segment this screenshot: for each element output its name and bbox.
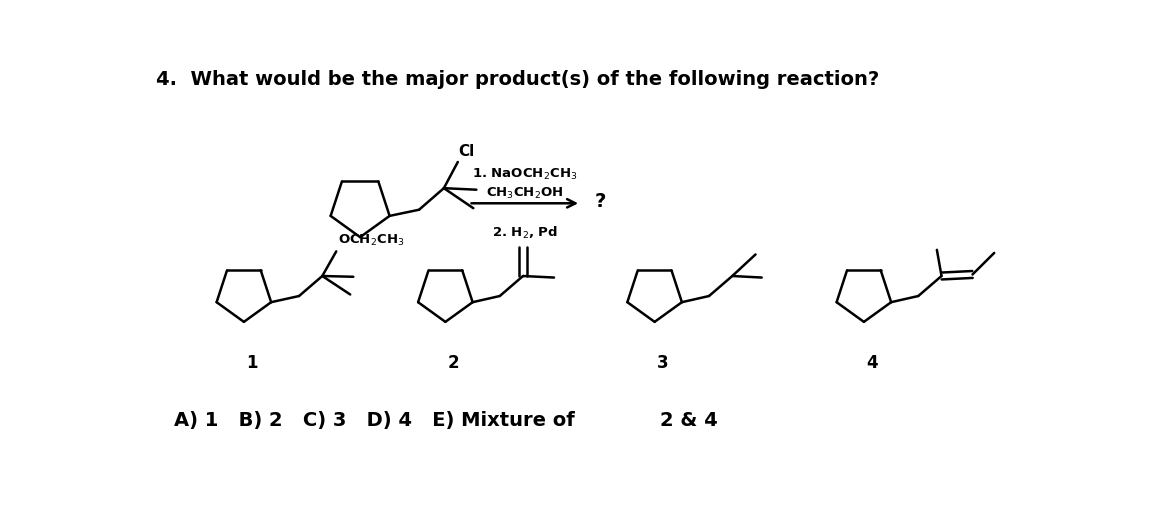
Text: 2 & 4: 2 & 4 bbox=[660, 411, 717, 430]
Text: OCH$_2$CH$_3$: OCH$_2$CH$_3$ bbox=[338, 232, 405, 247]
Text: 4: 4 bbox=[866, 354, 877, 372]
Text: A) 1   B) 2   C) 3   D) 4   E) Mixture of: A) 1 B) 2 C) 3 D) 4 E) Mixture of bbox=[174, 411, 582, 430]
Text: 3: 3 bbox=[656, 354, 668, 372]
Text: 4.  What would be the major product(s) of the following reaction?: 4. What would be the major product(s) of… bbox=[156, 70, 880, 89]
Text: 1: 1 bbox=[246, 354, 258, 372]
Text: ?: ? bbox=[595, 192, 607, 211]
Text: Cl: Cl bbox=[459, 144, 475, 159]
Text: 2: 2 bbox=[447, 354, 459, 372]
Text: 2. H$_2$, Pd: 2. H$_2$, Pd bbox=[492, 225, 557, 241]
Text: 1. NaOCH$_2$CH$_3$: 1. NaOCH$_2$CH$_3$ bbox=[472, 167, 577, 182]
Text: CH$_3$CH$_2$OH: CH$_3$CH$_2$OH bbox=[486, 186, 563, 201]
